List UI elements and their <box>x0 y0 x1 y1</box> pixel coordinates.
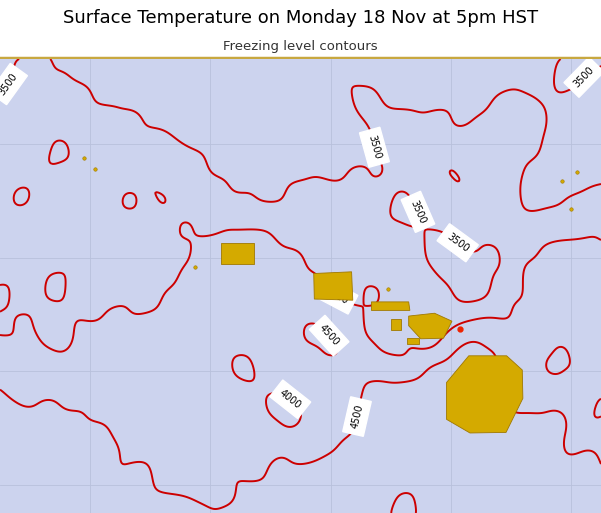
Polygon shape <box>371 302 410 310</box>
Text: Surface Temperature on Monday 18 Nov at 5pm HST: Surface Temperature on Monday 18 Nov at … <box>63 9 538 27</box>
Text: 4500: 4500 <box>317 323 341 348</box>
Polygon shape <box>407 338 419 344</box>
Text: 3500: 3500 <box>367 134 382 161</box>
Text: Freezing level contours: Freezing level contours <box>223 40 378 52</box>
Polygon shape <box>447 356 523 433</box>
Text: 3500: 3500 <box>572 65 596 89</box>
Text: 4000: 4000 <box>278 388 303 411</box>
Text: 3500: 3500 <box>0 71 20 97</box>
Text: 4500: 4500 <box>349 403 365 430</box>
Polygon shape <box>314 272 353 300</box>
Text: 4000: 4000 <box>324 286 350 307</box>
Polygon shape <box>221 244 254 264</box>
Polygon shape <box>409 313 452 339</box>
Text: 3500: 3500 <box>445 231 471 254</box>
Polygon shape <box>391 319 401 330</box>
Text: 3500: 3500 <box>409 199 427 225</box>
